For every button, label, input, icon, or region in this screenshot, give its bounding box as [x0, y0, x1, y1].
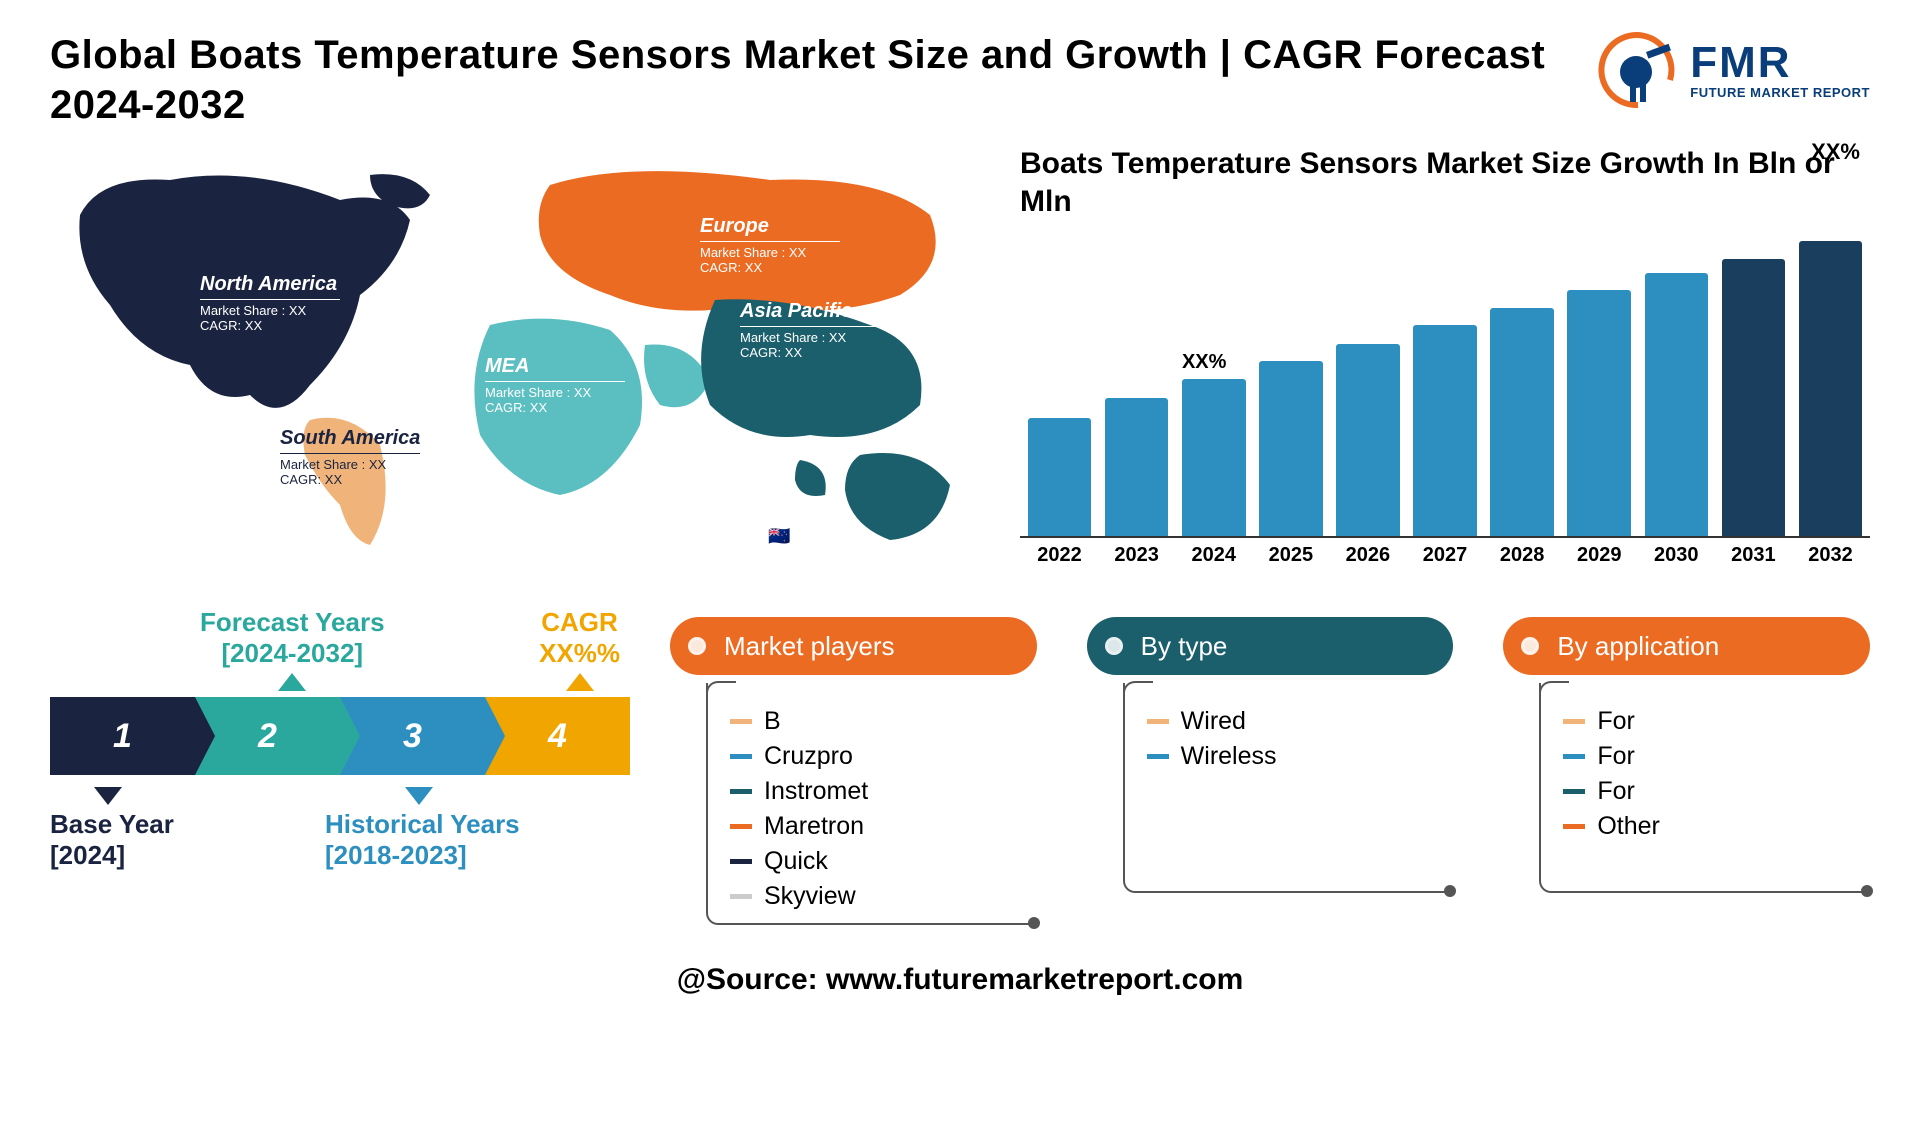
bar-chart-x-axis: 2022 2023 2024 2025 2026 2027 2028 2029 2030 2031… [1020, 544, 1870, 567]
timeline-historical-label: Historical Years [2018-2023] [325, 787, 520, 871]
x-tick-2026: 2026 [1333, 544, 1402, 567]
region-label-south-america: South AmericaMarket Share : XXCAGR: XX [280, 427, 420, 487]
bar-2030 [1642, 273, 1711, 536]
segment-item: Quick [730, 847, 1027, 876]
bar-chart: XX% [1020, 228, 1870, 538]
bar-2032 [1796, 241, 1865, 536]
chart-annotation-top: XX% [1811, 139, 1860, 165]
segment-bracket: B Cruzpro Instromet Maretron Quick Skyview [706, 683, 1037, 925]
chart-title: Boats Temperature Sensors Market Size Gr… [1020, 145, 1870, 220]
logo-text: FMR FUTURE MARKET REPORT [1690, 41, 1870, 100]
segment-item: Skyview [730, 882, 1027, 911]
upper-content: 🇳🇿 North AmericaMarket Share : XXCAGR: X… [50, 145, 1870, 567]
x-tick-2025: 2025 [1256, 544, 1325, 567]
header: Global Boats Temperature Sensors Market … [50, 30, 1870, 130]
bar-2024: XX% [1179, 379, 1248, 536]
segment-item: For [1563, 707, 1860, 736]
logo-primary: FMR [1690, 41, 1870, 85]
bar-2026 [1333, 344, 1402, 536]
world-map: 🇳🇿 North AmericaMarket Share : XXCAGR: X… [50, 145, 990, 545]
segment-bracket: For For For Other [1539, 683, 1870, 893]
x-tick-2027: 2027 [1410, 544, 1479, 567]
segment-by-application: By application For For For Other [1503, 617, 1870, 925]
segment-item: Other [1563, 812, 1860, 841]
segment-pill: By application [1503, 617, 1870, 675]
brand-logo: FMR FUTURE MARKET REPORT [1598, 30, 1870, 110]
segment-item: Wired [1147, 707, 1444, 736]
region-label-north-america: North AmericaMarket Share : XXCAGR: XX [200, 273, 340, 333]
svg-text:🇳🇿: 🇳🇿 [768, 526, 790, 545]
segment-pill: Market players [670, 617, 1037, 675]
bar-2022 [1025, 418, 1094, 536]
timeline-section: Forecast Years [2024-2032] CAGR XX%% 123… [50, 617, 630, 775]
bar-2029 [1565, 290, 1634, 536]
region-label-mea: MEAMarket Share : XXCAGR: XX [485, 355, 625, 415]
segment-item: Instromet [730, 777, 1027, 806]
x-tick-2031: 2031 [1719, 544, 1788, 567]
timeline-base-label: Base Year [2024] [50, 787, 174, 871]
timeline-seg-4: 4 [485, 697, 630, 775]
x-tick-2030: 2030 [1642, 544, 1711, 567]
logo-icon [1598, 30, 1678, 110]
segment-by-type: By type Wired Wireless [1087, 617, 1454, 925]
x-tick-2022: 2022 [1025, 544, 1094, 567]
region-label-europe: EuropeMarket Share : XXCAGR: XX [700, 215, 840, 275]
timeline-cagr-label: CAGR XX%% [539, 607, 620, 691]
x-tick-2028: 2028 [1488, 544, 1557, 567]
segment-item: For [1563, 742, 1860, 771]
timeline-seg-1: 1 [50, 697, 195, 775]
segment-item: For [1563, 777, 1860, 806]
bar-chart-section: Boats Temperature Sensors Market Size Gr… [1020, 145, 1870, 567]
x-tick-2029: 2029 [1565, 544, 1634, 567]
logo-secondary: FUTURE MARKET REPORT [1690, 85, 1870, 100]
segments-section: Market players B Cruzpro Instromet Maretron Q… [670, 617, 1870, 925]
x-tick-2032: 2032 [1796, 544, 1865, 567]
bar-2028 [1488, 308, 1557, 536]
bar-2025 [1256, 361, 1325, 536]
lower-content: Forecast Years [2024-2032] CAGR XX%% 123… [50, 617, 1870, 925]
x-tick-2024: 2024 [1179, 544, 1248, 567]
timeline-seg-3: 3 [340, 697, 485, 775]
timeline-forecast-label: Forecast Years [2024-2032] [200, 607, 385, 691]
segment-pill: By type [1087, 617, 1454, 675]
source-attribution: @Source: www.futuremarketreport.com [50, 963, 1870, 997]
segment-market-players: Market players B Cruzpro Instromet Maretron Q… [670, 617, 1037, 925]
x-tick-2023: 2023 [1102, 544, 1171, 567]
bar-2031 [1719, 259, 1788, 536]
segment-item: Maretron [730, 812, 1027, 841]
bar-2023 [1102, 398, 1171, 536]
page-title: Global Boats Temperature Sensors Market … [50, 30, 1550, 130]
timeline-bar: 1234 [50, 697, 630, 775]
region-label-asia-pacific: Asia PacificMarket Share : XXCAGR: XX [740, 300, 880, 360]
segment-item: Wireless [1147, 742, 1444, 771]
segment-item: Cruzpro [730, 742, 1027, 771]
bar-2027 [1410, 325, 1479, 536]
timeline-seg-2: 2 [195, 697, 340, 775]
segment-bracket: Wired Wireless [1123, 683, 1454, 893]
segment-item: B [730, 707, 1027, 736]
